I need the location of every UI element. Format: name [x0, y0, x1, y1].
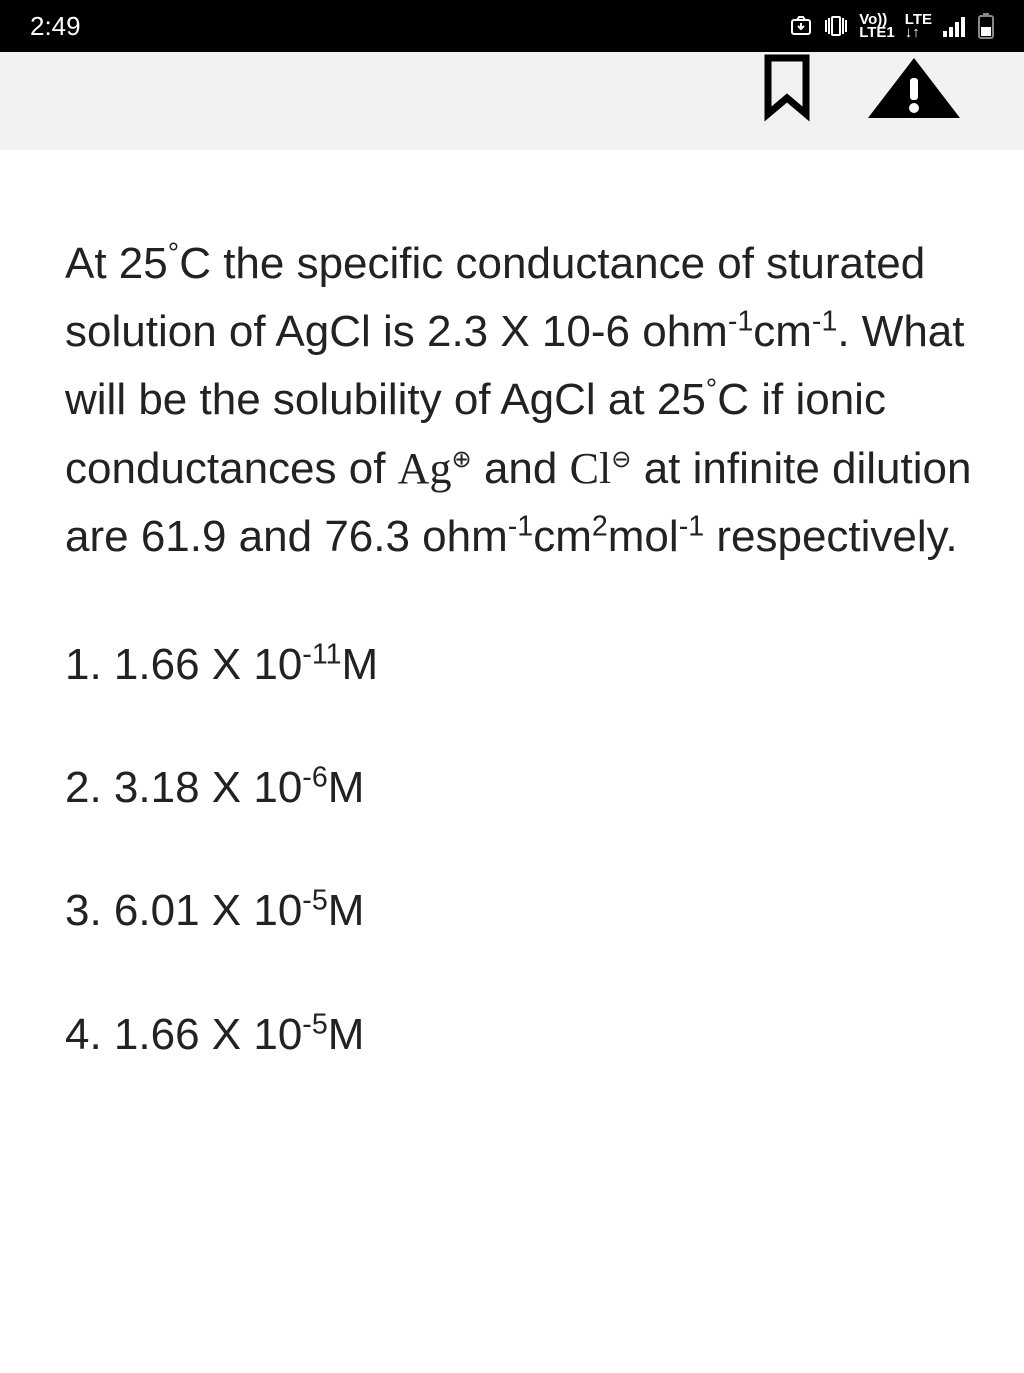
- options-list: 1. 1.66 X 10-11M 2. 3.18 X 10-6M 3. 6.01…: [65, 631, 974, 1069]
- opt-seg: 3. 6.01 X 10: [65, 886, 302, 935]
- opt-seg: 1. 1.66 X 10: [65, 640, 302, 689]
- app-toolbar: [0, 52, 1024, 150]
- sup: -5: [302, 885, 327, 917]
- q-seg: cm: [533, 512, 592, 561]
- opt-seg: M: [328, 763, 365, 812]
- degree-symbol: °: [168, 237, 179, 269]
- q-seg: cm: [753, 307, 812, 356]
- net1-bot: LTE1: [859, 26, 895, 40]
- sup: -1: [679, 510, 704, 542]
- q-seg: respectively.: [704, 512, 958, 561]
- opt-seg: M: [328, 886, 365, 935]
- sup: -5: [302, 1008, 327, 1040]
- vibrate-icon: [823, 14, 849, 38]
- sup: -6: [302, 761, 327, 793]
- sup: 2: [592, 510, 608, 542]
- option-4[interactable]: 4. 1.66 X 10-5M: [65, 1001, 974, 1069]
- question-text: At 25°C the specific conductance of stur…: [65, 230, 974, 571]
- report-icon[interactable]: [864, 52, 964, 126]
- content: At 25°C the specific conductance of stur…: [0, 150, 1024, 1069]
- status-right: Vo)) LTE1 LTE ↓↑: [789, 13, 994, 40]
- sup: -11: [302, 638, 341, 670]
- cl-symbol: Cl: [570, 444, 612, 493]
- sup: -1: [728, 306, 753, 338]
- ag-symbol: Ag: [398, 444, 452, 493]
- option-3[interactable]: 3. 6.01 X 10-5M: [65, 877, 974, 945]
- degree-symbol: °: [706, 374, 717, 406]
- q-seg: At 25: [65, 239, 168, 288]
- bookmark-icon[interactable]: [750, 52, 824, 126]
- status-time: 2:49: [30, 11, 81, 42]
- network-indicator-2: LTE ↓↑: [905, 13, 932, 40]
- signal-icon: [942, 15, 968, 37]
- status-bar: 2:49 Vo)) LTE1 LTE ↓↑: [0, 0, 1024, 52]
- net2-bot: ↓↑: [905, 26, 920, 40]
- sup: -1: [812, 306, 837, 338]
- opt-seg: M: [342, 640, 379, 689]
- battery-icon: [978, 13, 994, 39]
- q-seg: mol: [608, 512, 679, 561]
- option-1[interactable]: 1. 1.66 X 10-11M: [65, 631, 974, 699]
- q-seg: and: [472, 444, 570, 493]
- opt-seg: 2. 3.18 X 10: [65, 763, 302, 812]
- network-indicator-1: Vo)) LTE1: [859, 13, 895, 40]
- opt-seg: 4. 1.66 X 10: [65, 1010, 302, 1059]
- opt-seg: M: [328, 1010, 365, 1059]
- option-2[interactable]: 2. 3.18 X 10-6M: [65, 754, 974, 822]
- sup: -1: [508, 510, 533, 542]
- screenshot-icon: [789, 14, 813, 38]
